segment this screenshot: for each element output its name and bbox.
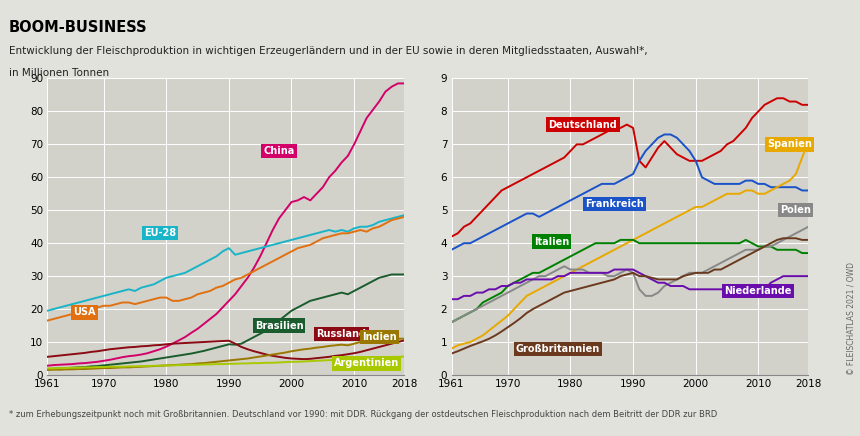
Text: * zum Erhebungszeitpunkt noch mit Großbritannien. Deutschland vor 1990: mit DDR.: * zum Erhebungszeitpunkt noch mit Großbr… xyxy=(9,409,717,419)
Text: Polen: Polen xyxy=(780,205,811,215)
Text: Großbritannien: Großbritannien xyxy=(516,344,600,354)
Text: EU-28: EU-28 xyxy=(144,228,176,238)
Text: Frankreich: Frankreich xyxy=(585,199,643,209)
Text: Argentinien: Argentinien xyxy=(334,358,399,368)
Text: Indien: Indien xyxy=(362,332,396,342)
Text: © FLEISCHATLAS 2021 / OWD: © FLEISCHATLAS 2021 / OWD xyxy=(847,262,856,375)
Text: Italien: Italien xyxy=(534,237,569,246)
Text: Brasilien: Brasilien xyxy=(255,320,304,330)
Text: Spanien: Spanien xyxy=(767,140,812,150)
Text: Entwicklung der Fleischproduktion in wichtigen Erzeugerländern und in der EU sow: Entwicklung der Fleischproduktion in wic… xyxy=(9,46,648,56)
Text: Niederlande: Niederlande xyxy=(725,286,792,296)
Text: BOOM-BUSINESS: BOOM-BUSINESS xyxy=(9,20,147,34)
Text: China: China xyxy=(263,146,295,156)
Text: Russland: Russland xyxy=(316,329,366,339)
Text: in Millionen Tonnen: in Millionen Tonnen xyxy=(9,68,108,78)
Text: USA: USA xyxy=(74,307,96,317)
Text: Deutschland: Deutschland xyxy=(549,119,617,129)
